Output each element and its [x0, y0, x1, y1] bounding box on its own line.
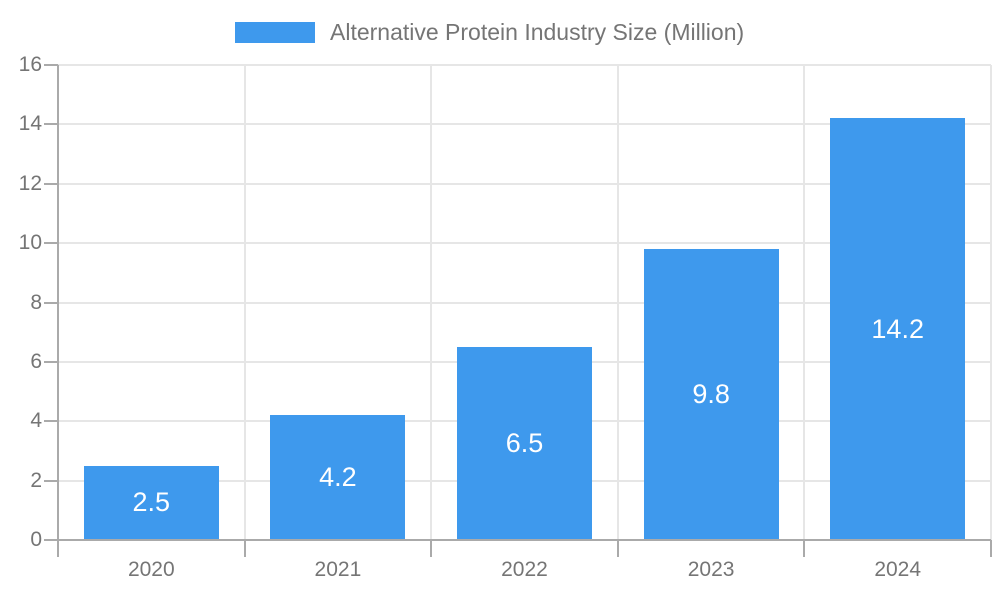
x-tick-mark: [430, 540, 433, 557]
x-gridline: [803, 65, 806, 540]
y-gridline: [58, 123, 991, 126]
y-gridline: [58, 182, 991, 185]
bar-value-label: 6.5: [505, 428, 544, 459]
x-tick-mark: [243, 540, 246, 557]
y-tick-mark: [44, 360, 58, 363]
x-tick-mark: [990, 540, 992, 557]
y-tick-mark: [44, 242, 58, 245]
y-tick-label: 6: [30, 349, 42, 373]
x-tick-mark: [803, 540, 806, 557]
y-tick-label: 16: [18, 53, 42, 76]
bar-value-label: 2.5: [132, 487, 171, 518]
x-gridline: [243, 65, 246, 540]
bar-value-label: 14.2: [871, 313, 924, 344]
y-gridline: [58, 242, 991, 245]
y-axis-line: [57, 65, 59, 557]
x-tick-label: 2024: [874, 558, 922, 581]
x-gridline: [616, 65, 619, 540]
y-tick-label: 0: [30, 528, 42, 551]
y-tick-label: 10: [18, 231, 42, 255]
x-gridline: [430, 65, 433, 540]
y-tick-mark: [44, 420, 58, 423]
y-tick-mark: [44, 123, 58, 126]
y-tick-mark: [44, 301, 58, 304]
bar-2022: 6.5: [457, 347, 592, 540]
x-tick-label: 2020: [127, 558, 175, 581]
y-tick-label: 4: [30, 409, 42, 433]
y-tick-label: 12: [18, 171, 42, 195]
x-tick-mark: [616, 540, 619, 557]
bar-2021: 4.2: [270, 415, 406, 540]
bar-2024: 14.2: [830, 118, 966, 540]
bar-value-label: 9.8: [692, 379, 730, 410]
y-gridline: [58, 64, 991, 66]
y-tick-mark: [44, 182, 58, 185]
legend-swatch: [235, 22, 315, 43]
y-tick-mark: [44, 479, 58, 482]
x-tick-label: 2022: [501, 558, 548, 581]
y-tick-label: 14: [18, 112, 42, 136]
y-tick-mark: [44, 64, 58, 66]
y-gridline: [58, 301, 991, 304]
x-tick-label: 2021: [314, 558, 362, 581]
bar-2023: 9.8: [643, 249, 779, 540]
x-tick-label: 2023: [687, 558, 735, 581]
y-tick-mark: [44, 539, 58, 541]
bar-2020: 2.5: [83, 465, 219, 540]
y-tick-label: 2: [30, 468, 42, 492]
y-tick-label: 8: [30, 290, 42, 314]
x-gridline: [990, 65, 992, 540]
legend-label: Alternative Protein Industry Size (Milli…: [330, 19, 745, 45]
x-axis-line: [58, 539, 991, 541]
bar-value-label: 4.2: [319, 462, 357, 493]
